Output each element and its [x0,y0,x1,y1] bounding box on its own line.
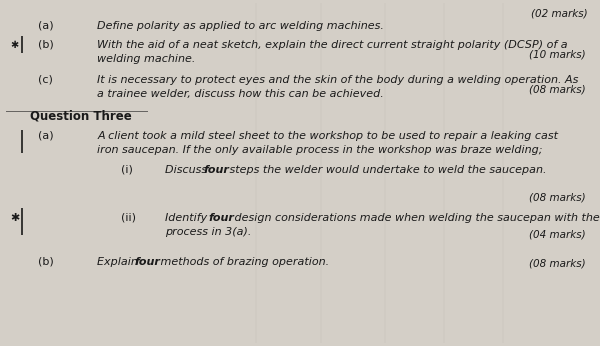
Text: four: four [134,257,160,267]
Text: a trainee welder, discuss how this can be achieved.: a trainee welder, discuss how this can b… [97,89,384,99]
Text: ✱: ✱ [11,213,20,223]
Text: (c): (c) [38,75,53,85]
Text: (a): (a) [38,20,54,30]
Text: (i): (i) [121,165,133,175]
Text: (a): (a) [38,131,54,141]
Text: (b): (b) [38,40,54,50]
Text: A client took a mild steel sheet to the workshop to be used to repair a leaking : A client took a mild steel sheet to the … [97,131,558,141]
Text: (b): (b) [38,257,54,267]
Text: (04 marks): (04 marks) [529,230,585,240]
Text: Discuss: Discuss [165,165,211,175]
Text: steps the welder would undertake to weld the saucepan.: steps the welder would undertake to weld… [226,165,547,175]
Text: process in 3(a).: process in 3(a). [165,227,251,237]
Text: methods of brazing operation.: methods of brazing operation. [157,257,329,267]
Text: ✱: ✱ [11,40,19,50]
Text: (10 marks): (10 marks) [529,50,585,60]
Text: (02 marks): (02 marks) [532,9,588,19]
Text: Identify: Identify [165,213,211,223]
Text: Define polarity as applied to arc welding machines.: Define polarity as applied to arc weldin… [97,20,384,30]
Text: It is necessary to protect eyes and the skin of the body during a welding operat: It is necessary to protect eyes and the … [97,75,578,85]
Text: With the aid of a neat sketch, explain the direct current straight polarity (DCS: With the aid of a neat sketch, explain t… [97,40,568,50]
Text: iron saucepan. If the only available process in the workshop was braze welding;: iron saucepan. If the only available pro… [97,145,542,155]
Text: four: four [203,165,229,175]
Text: (08 marks): (08 marks) [529,259,585,269]
Text: welding machine.: welding machine. [97,54,196,64]
Text: Explain: Explain [97,257,142,267]
Text: (08 marks): (08 marks) [529,192,585,202]
Text: design considerations made when welding the saucepan with the: design considerations made when welding … [230,213,599,223]
Text: four: four [208,213,234,223]
Text: (ii): (ii) [121,213,136,223]
Text: (08 marks): (08 marks) [529,84,585,94]
Text: Question Three: Question Three [29,110,131,122]
